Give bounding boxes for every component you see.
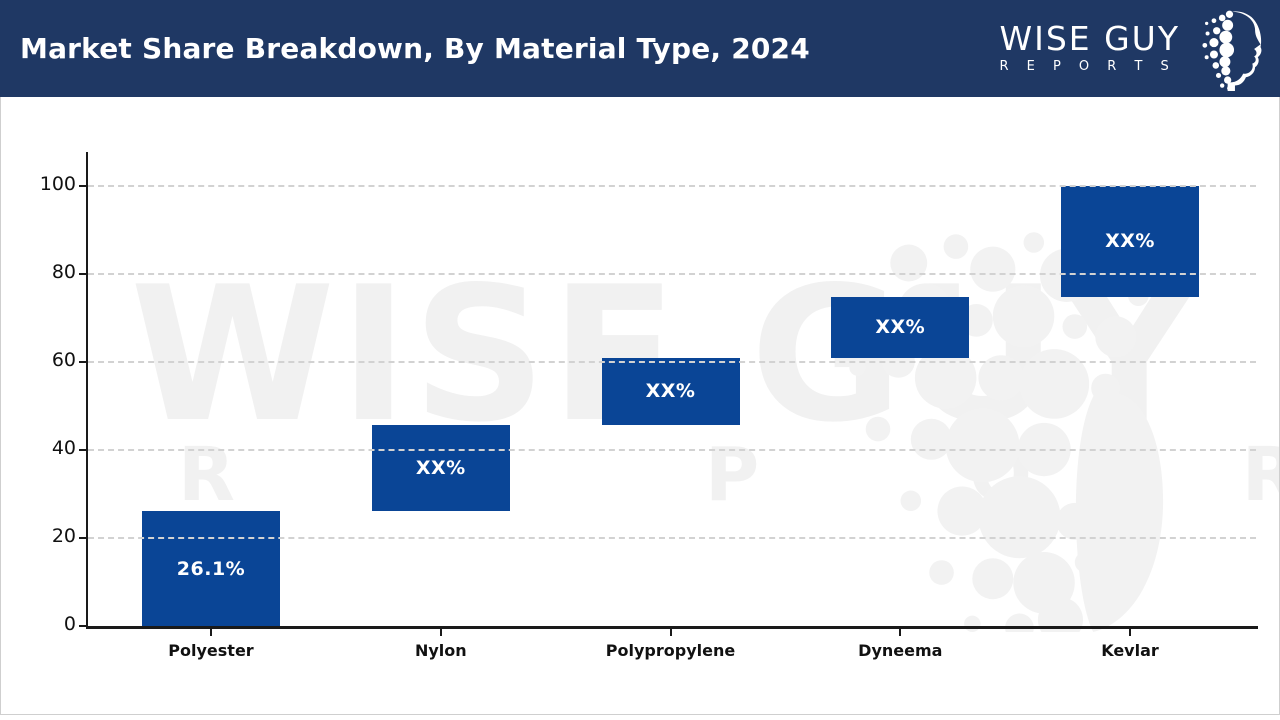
- gridline-80: [88, 273, 1256, 275]
- bar-dyneema: XX%: [831, 296, 970, 358]
- y-tick: [79, 361, 86, 363]
- gridline-20: [88, 537, 1256, 539]
- bar-value-label: XX%: [415, 457, 466, 480]
- x-axis-label-polyester: Polyester: [168, 641, 254, 660]
- y-tick: [79, 449, 86, 451]
- y-tick-label: 40: [51, 437, 76, 459]
- y-tick-label: 20: [51, 525, 76, 547]
- x-axis-line: [86, 626, 1258, 629]
- logo-head-icon: [1202, 10, 1262, 91]
- x-axis-label-nylon: Nylon: [414, 641, 467, 660]
- bar-value-label: 26.1%: [176, 557, 246, 580]
- brand-logo: WISE GUY R E P O R T S: [999, 6, 1280, 92]
- x-axis-label-kevlar: Kevlar: [1101, 641, 1159, 660]
- x-tick: [669, 629, 672, 636]
- x-tick: [439, 629, 442, 636]
- bar-polyester: 26.1%: [142, 511, 280, 626]
- y-tick: [79, 537, 86, 539]
- bar-value-label: XX%: [875, 316, 926, 339]
- x-tick: [1129, 629, 1131, 636]
- logo-wordmark: WISE GUY: [999, 19, 1180, 58]
- chart-title: Market Share Breakdown, By Material Type…: [20, 32, 810, 65]
- gridline-60: [88, 361, 1256, 363]
- y-tick-label: 100: [39, 173, 76, 195]
- header-bar: Market Share Breakdown, By Material Type…: [0, 0, 1280, 97]
- y-axis-line: [86, 152, 88, 629]
- bar-polypropylene: XX%: [601, 357, 740, 425]
- bar-value-label: XX%: [1105, 230, 1155, 253]
- bar-nylon: XX%: [371, 424, 510, 512]
- y-tick-label: 80: [51, 261, 76, 283]
- y-tick-label: 60: [51, 349, 76, 371]
- x-axis-label-polypropylene: Polypropylene: [605, 641, 736, 660]
- gridline-40: [88, 449, 1256, 451]
- y-tick: [79, 273, 86, 275]
- x-tick: [899, 629, 902, 636]
- brand-logo-text: WISE GUY R E P O R T S: [999, 21, 1180, 76]
- frame-left-border: [0, 97, 1, 715]
- y-tick: [79, 185, 86, 187]
- bar-kevlar: XX%: [1061, 186, 1199, 297]
- y-tick: [79, 625, 86, 627]
- x-tick: [210, 629, 212, 636]
- y-tick-label: 0: [63, 613, 76, 635]
- x-axis-label-dyneema: Dyneema: [858, 641, 943, 660]
- bar-value-label: XX%: [645, 380, 696, 403]
- gridline-100: [88, 185, 1256, 187]
- logo-subtext: R E P O R T S: [999, 59, 1176, 74]
- frame-bottom-border: [0, 714, 1280, 715]
